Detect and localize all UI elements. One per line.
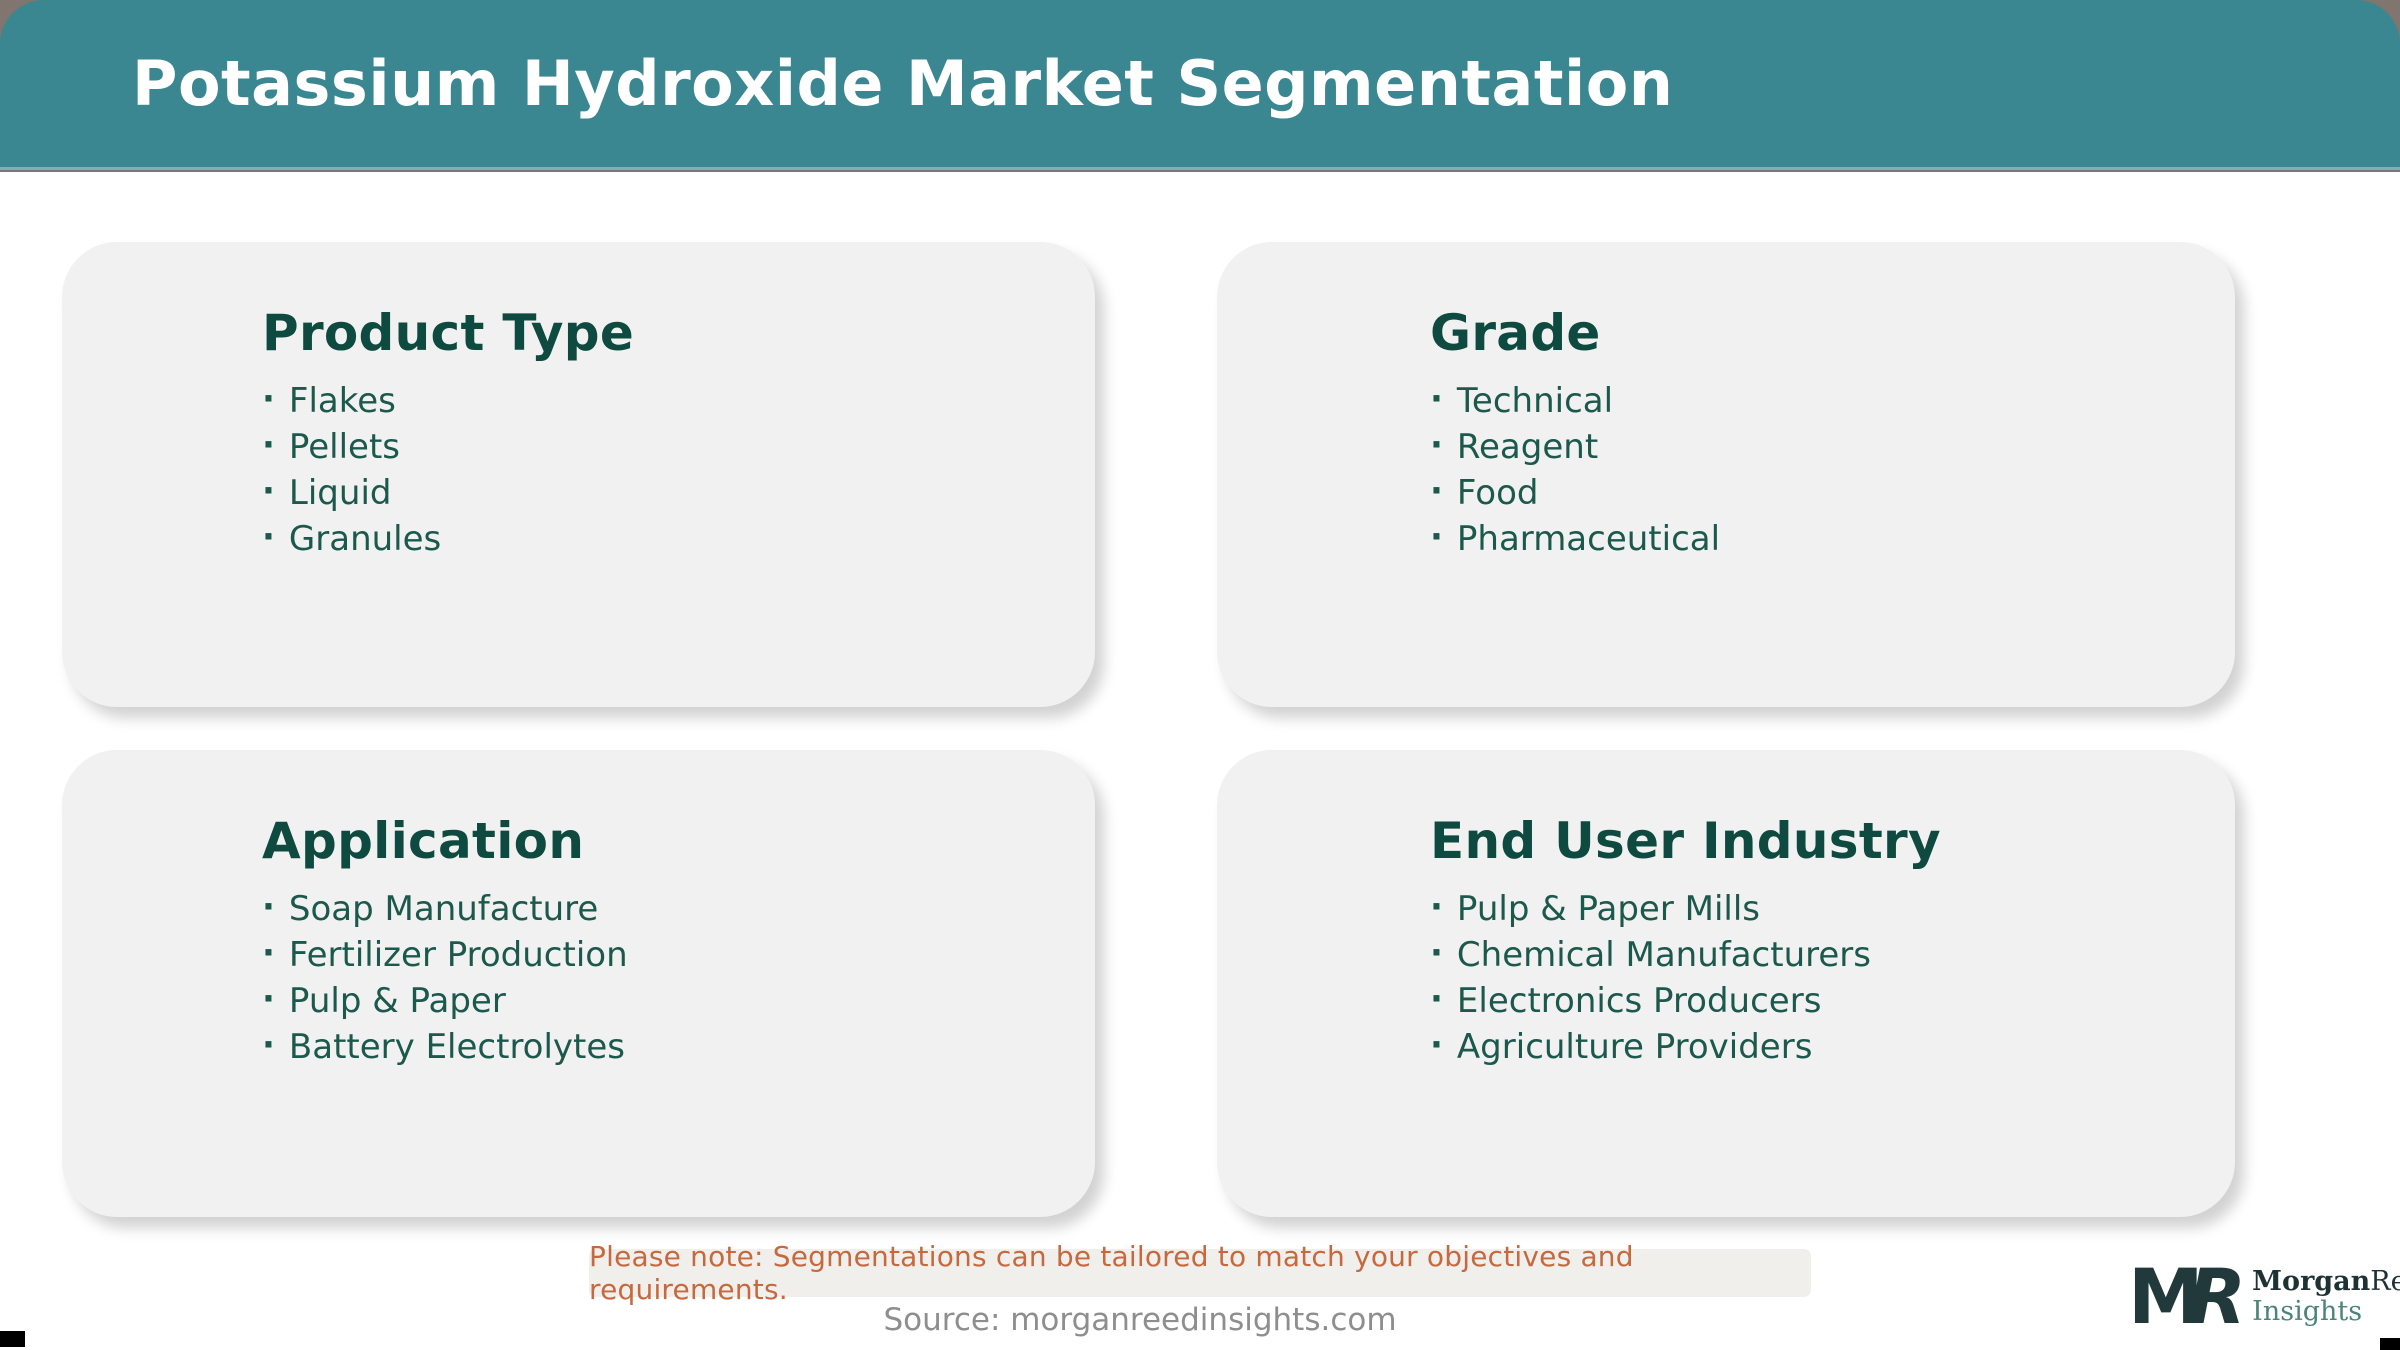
bullet-dot: · (262, 425, 275, 465)
list-item: · Pellets (262, 424, 1055, 470)
logo-text: MorganReed Insights (2252, 1267, 2400, 1327)
list-item: · Technical (1430, 378, 2195, 424)
bullet-dot: · (1430, 887, 1443, 927)
morganreed-logo: MR MorganReed Insights (2128, 1259, 2400, 1335)
list-item-label: Liquid (288, 473, 392, 513)
list-item: · Chemical Manufacturers (1430, 932, 2195, 978)
list-item: · Pulp & Paper (262, 978, 1055, 1024)
bullet-dot: · (1430, 425, 1443, 465)
note-banner: Please note: Segmentations can be tailor… (589, 1240, 1811, 1306)
list-item: · Granules (262, 516, 1055, 562)
bullet-dot: · (262, 471, 275, 511)
list-item-label: Pharmaceutical (1456, 519, 1721, 559)
bullet-dot: · (262, 887, 275, 927)
card-product-type: Product Type · Flakes · Pellets · Liquid · G… (62, 242, 1095, 707)
note-text: Please note: Segmentations can be tailor… (589, 1240, 1634, 1306)
list-item-label: Chemical Manufacturers (1456, 935, 1871, 975)
product-type-list: · Flakes · Pellets · Liquid · Granules (262, 378, 1055, 562)
bullet-dot: · (1430, 1025, 1443, 1065)
list-item-label: Pulp & Paper (288, 981, 506, 1021)
bullet-dot: · (1430, 933, 1443, 973)
page-title: Potassium Hydroxide Market Segmentation (132, 47, 1674, 120)
card-grade: Grade · Technical · Reagent · Food · Pharmac… (1217, 242, 2235, 707)
monogram-r: R (2187, 1252, 2246, 1341)
list-item: · Liquid (262, 470, 1055, 516)
card-title-product-type: Product Type (262, 304, 635, 362)
morganreed-monogram-icon: MR (2128, 1259, 2252, 1335)
list-item-label: Pulp & Paper Mills (1456, 889, 1761, 929)
list-item: · Reagent (1430, 424, 2195, 470)
list-item: · Electronics Producers (1430, 978, 2195, 1024)
list-item-label: Electronics Producers (1456, 981, 1822, 1021)
card-application: Application · Soap Manufacture · Fertilize… (62, 750, 1095, 1217)
list-item-label: Pellets (288, 427, 400, 467)
corner-artifact-bottom-right (2380, 1338, 2400, 1350)
logo-name-bold: Morgan (2252, 1266, 2371, 1297)
list-item-label: Reagent (1456, 427, 1599, 467)
logo-company-name: MorganReed (2252, 1267, 2400, 1297)
end-user-industry-list: · Pulp & Paper Mills · Chemical Manufactur… (1430, 886, 2195, 1070)
bullet-dot: · (262, 933, 275, 973)
bullet-dot: · (262, 379, 275, 419)
corner-artifact-bottom-left (0, 1331, 25, 1347)
list-item: · Food (1430, 470, 2195, 516)
bullet-dot: · (1430, 517, 1443, 557)
bullet-dot: · (262, 1025, 275, 1065)
logo-name-regular: Reed (2370, 1266, 2400, 1297)
card-end-user-industry: End User Industry · Pulp & Paper Mills · C… (1217, 750, 2235, 1217)
card-title-application: Application (262, 812, 585, 870)
grade-list: · Technical · Reagent · Food · Pharmaceutica… (1430, 378, 2195, 562)
list-item: · Agriculture Providers (1430, 1024, 2195, 1070)
list-item: · Battery Electrolytes (262, 1024, 1055, 1070)
list-item: · Flakes (262, 378, 1055, 424)
list-item-label: Battery Electrolytes (288, 1027, 626, 1067)
list-item: · Pulp & Paper Mills (1430, 886, 2195, 932)
bullet-dot: · (1430, 379, 1443, 419)
application-list: · Soap Manufacture · Fertilizer Production… (262, 886, 1055, 1070)
list-item-label: Soap Manufacture (288, 889, 599, 929)
bullet-dot: · (262, 979, 275, 1019)
source-text: Source: morganreedinsights.com (883, 1302, 1397, 1338)
list-item-label: Granules (288, 519, 442, 559)
logo-subtitle: Insights (2252, 1296, 2363, 1327)
list-item-label: Food (1456, 473, 1539, 513)
card-title-grade: Grade (1430, 304, 1601, 362)
list-item-label: Agriculture Providers (1456, 1027, 1813, 1067)
list-item-label: Fertilizer Production (288, 935, 628, 975)
list-item-label: Flakes (288, 381, 396, 421)
list-item-label: Technical (1456, 381, 1614, 421)
monogram-m: M (2128, 1252, 2204, 1341)
bullet-dot: · (1430, 471, 1443, 511)
list-item: · Pharmaceutical (1430, 516, 2195, 562)
bullet-dot: · (262, 517, 275, 557)
bullet-dot: · (1430, 979, 1443, 1019)
list-item: · Fertilizer Production (262, 932, 1055, 978)
header: Potassium Hydroxide Market Segmentation (0, 0, 2400, 170)
card-title-end-user-industry: End User Industry (1430, 812, 1941, 870)
list-item: · Soap Manufacture (262, 886, 1055, 932)
